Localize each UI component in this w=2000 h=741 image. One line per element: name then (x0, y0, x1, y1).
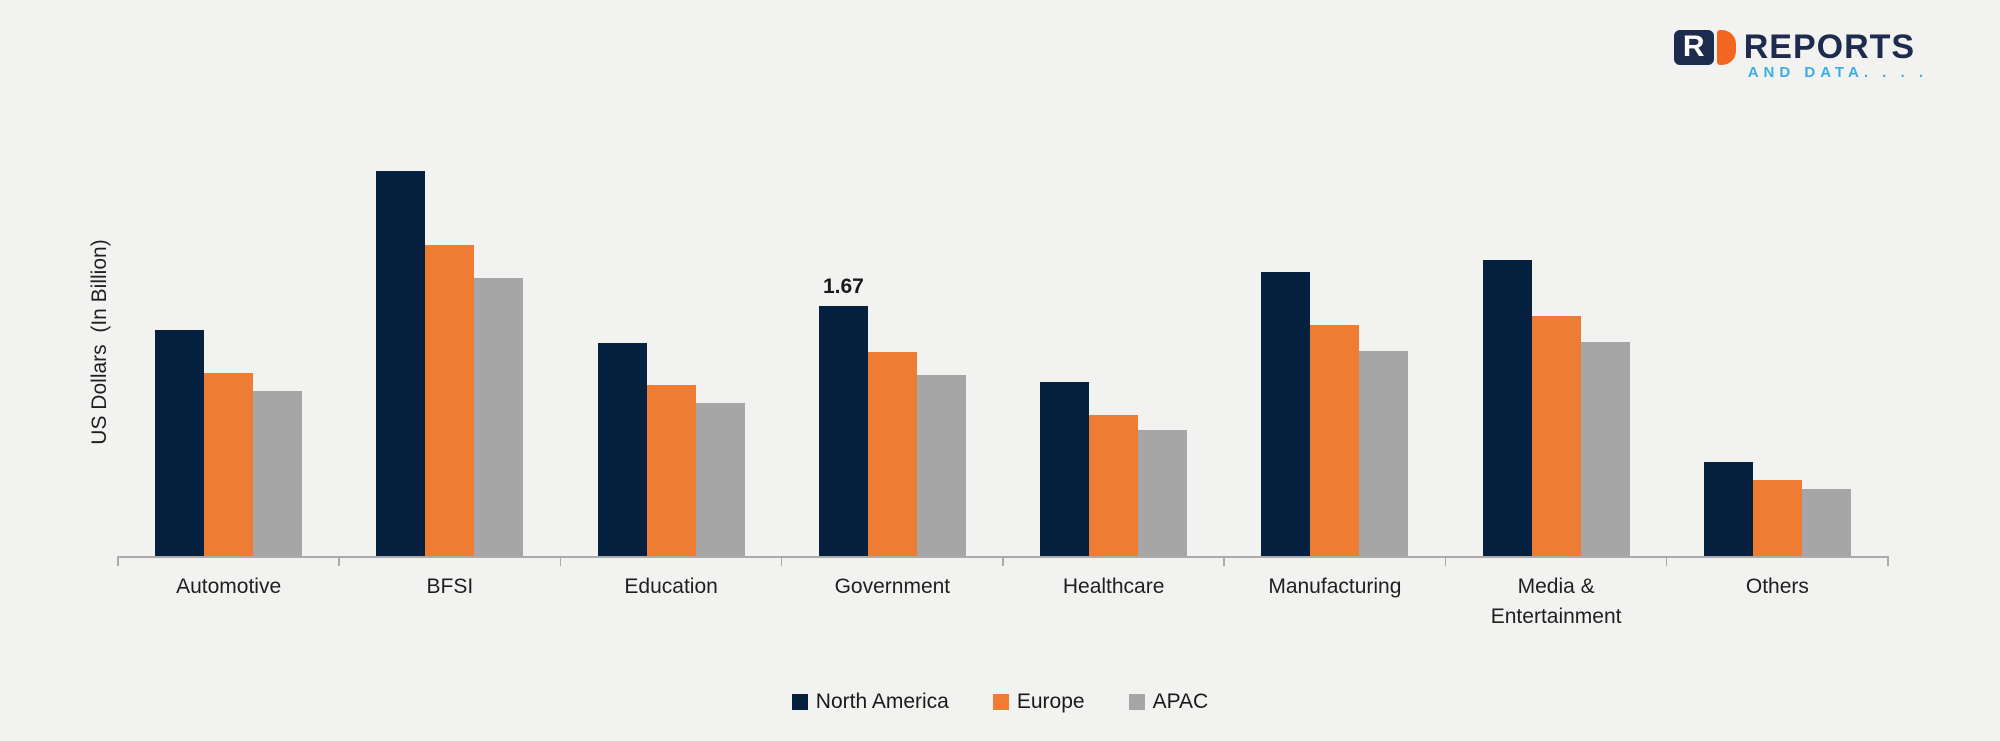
bar-north-america (1261, 272, 1311, 556)
bar-apac (1801, 489, 1851, 556)
logo-d-icon (1716, 30, 1736, 65)
bar-apac (474, 278, 524, 556)
axis-tick (780, 556, 783, 566)
x-axis-label: Healthcare (1062, 575, 1165, 598)
bar-north-america (1040, 382, 1090, 556)
y-axis-label: US Dollars (In Billion) (88, 239, 111, 445)
bar-group-others (1667, 98, 1888, 556)
bar-apac (1138, 430, 1188, 556)
legend-swatch-europe (992, 694, 1009, 710)
bar-europe (425, 245, 475, 556)
bar-europe (646, 385, 696, 556)
bar-apac (253, 391, 303, 556)
bar-group-media-entertainment (1446, 98, 1667, 556)
x-axis-labels: Automotive BFSI Education Government Healthc… (118, 572, 1888, 632)
axis-tick (1665, 556, 1668, 566)
data-label: 1.67 (822, 275, 864, 298)
bar-europe (867, 352, 917, 556)
x-axis-label: Others (1745, 575, 1809, 598)
bar-north-america (597, 343, 647, 556)
axis-tick (338, 556, 340, 566)
bar-group-manufacturing (1224, 98, 1445, 556)
x-axis-label: Education (624, 575, 718, 598)
logo-r-icon: R (1673, 30, 1714, 65)
bar-group-healthcare (1003, 98, 1224, 556)
legend-label-apac: APAC (1152, 690, 1209, 713)
axis-tick (1887, 556, 1889, 566)
legend: North America Europe APAC (0, 690, 2000, 714)
legend-label-north-america: North America (815, 690, 949, 713)
logo-title: REPORTS (1743, 28, 1916, 66)
bar-group-education (561, 98, 782, 556)
bar-groups: 1.67 (118, 98, 1888, 556)
bar-group-government: 1.67 (782, 98, 1003, 556)
bar-north-america: 1.67 (818, 275, 868, 556)
bar-north-america (155, 330, 205, 556)
x-axis-label: Automotive (176, 575, 282, 598)
x-axis-label: BFSI (426, 575, 474, 598)
reports-and-data-logo: R REPORTS AND DATA. . . . (1673, 30, 1928, 82)
x-axis-label: Government (834, 575, 951, 598)
axis-tick (117, 556, 119, 566)
bar-europe (1752, 480, 1802, 556)
legend-item-europe: Europe (992, 690, 1085, 714)
bar-north-america (376, 171, 426, 556)
bar-north-america (1482, 260, 1532, 556)
bar-apac (695, 403, 745, 556)
x-axis-label: Media & Entertainment (1490, 575, 1622, 628)
axis-tick (1444, 556, 1446, 566)
bar-europe (1089, 415, 1139, 556)
logo-mark-icon: R (1673, 30, 1736, 65)
bar-apac (1359, 351, 1409, 556)
plot-area: 1.67 (117, 98, 1889, 566)
axis-tick (559, 556, 561, 566)
bar-europe (1531, 316, 1581, 556)
axis-tick (1002, 556, 1004, 566)
legend-swatch-north-america (791, 694, 808, 710)
bar-apac (916, 375, 966, 556)
bar-apac (1580, 342, 1630, 556)
logo-text: REPORTS AND DATA. . . . (1744, 30, 1928, 82)
bar-europe (204, 373, 254, 556)
logo-subtitle: AND DATA. . . . (1747, 64, 1928, 81)
bar-group-automotive (118, 98, 339, 556)
legend-swatch-apac (1128, 694, 1145, 710)
bar-north-america (1703, 462, 1753, 556)
bar-europe (1310, 325, 1360, 556)
bar-group-bfsi (339, 98, 560, 556)
legend-label-europe: Europe (1016, 690, 1085, 713)
legend-item-apac: APAC (1128, 690, 1209, 714)
legend-item-north-america: North America (791, 690, 949, 714)
x-axis-label: Manufacturing (1268, 575, 1402, 598)
axis-tick (1223, 556, 1225, 566)
